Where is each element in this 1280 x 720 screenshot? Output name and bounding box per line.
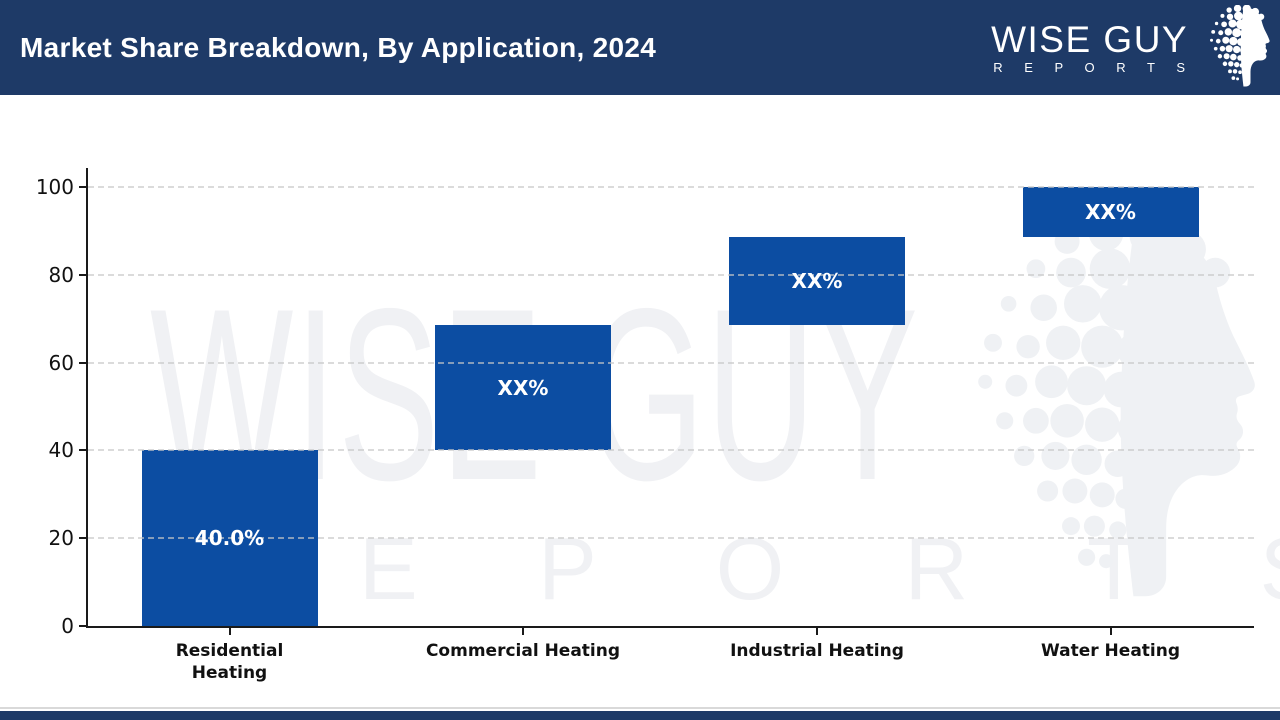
x-tick bbox=[228, 628, 231, 635]
logo-head-icon bbox=[1210, 5, 1270, 87]
gridline bbox=[88, 537, 1254, 540]
header-bar: Market Share Breakdown, By Application, … bbox=[0, 0, 1280, 95]
x-tick bbox=[522, 628, 524, 635]
y-tick bbox=[79, 625, 86, 627]
y-tick-label: 0 bbox=[61, 614, 74, 638]
waterfall-bar bbox=[1022, 187, 1199, 238]
page-title: Market Share Breakdown, By Application, … bbox=[20, 31, 657, 63]
y-tick-label: 20 bbox=[48, 526, 74, 551]
bar-value-label: 40.0% bbox=[194, 526, 265, 551]
gridline bbox=[88, 449, 1254, 452]
logo-reports-text: R E P O R T S bbox=[993, 59, 1194, 75]
category-label: Industrial Heating bbox=[730, 641, 904, 661]
x-tick bbox=[1109, 628, 1112, 635]
y-tick-label: 80 bbox=[48, 262, 74, 287]
category-label: Commercial Heating bbox=[425, 641, 621, 661]
x-tick bbox=[816, 628, 818, 635]
category-label: Water Heating bbox=[1040, 641, 1181, 661]
y-tick bbox=[79, 449, 86, 452]
y-tick bbox=[79, 186, 86, 188]
waterfall-bar bbox=[435, 325, 611, 451]
logo-wordmark: WISE GUY bbox=[991, 18, 1189, 60]
y-tick-label: 60 bbox=[48, 350, 74, 375]
y-tick bbox=[79, 361, 86, 364]
gridline bbox=[88, 186, 1254, 188]
gridline bbox=[88, 273, 1254, 276]
y-tick-label: 40 bbox=[48, 438, 74, 463]
bar-value-label: XX% bbox=[1085, 200, 1136, 225]
bar-value-label: XX% bbox=[791, 269, 843, 294]
footer-divider bbox=[0, 707, 1280, 709]
y-tick-label: 100 bbox=[35, 175, 74, 199]
logo-text: WISE GUY R E P O R T S bbox=[985, 21, 1194, 74]
y-tick bbox=[79, 537, 86, 540]
bar-value-label: XX% bbox=[497, 375, 549, 400]
category-label: Residential Heating bbox=[175, 641, 284, 684]
wiseguy-logo: WISE GUY R E P O R T S bbox=[985, 5, 1274, 89]
y-tick bbox=[79, 273, 86, 276]
gridline bbox=[88, 361, 1254, 364]
waterfall-bar bbox=[729, 237, 905, 326]
y-axis-line bbox=[86, 168, 88, 628]
x-axis-line bbox=[86, 626, 1254, 628]
footer-bar bbox=[0, 711, 1280, 720]
